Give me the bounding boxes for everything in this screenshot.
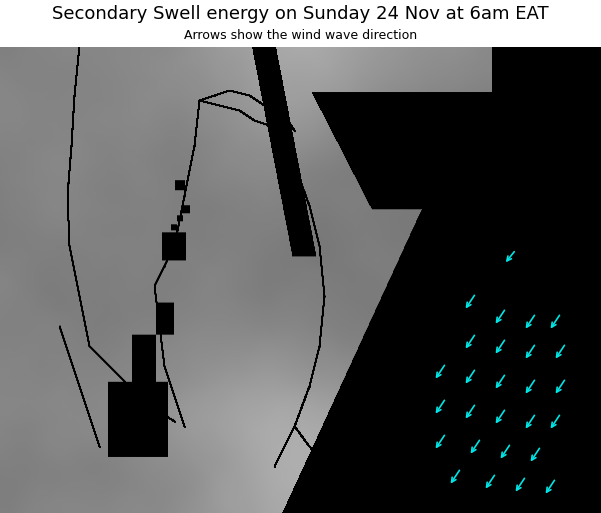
Text: Secondary Swell energy on Sunday 24 Nov at 6am EAT: Secondary Swell energy on Sunday 24 Nov … [52,5,549,23]
Text: Arrows show the wind wave direction: Arrows show the wind wave direction [184,29,417,42]
